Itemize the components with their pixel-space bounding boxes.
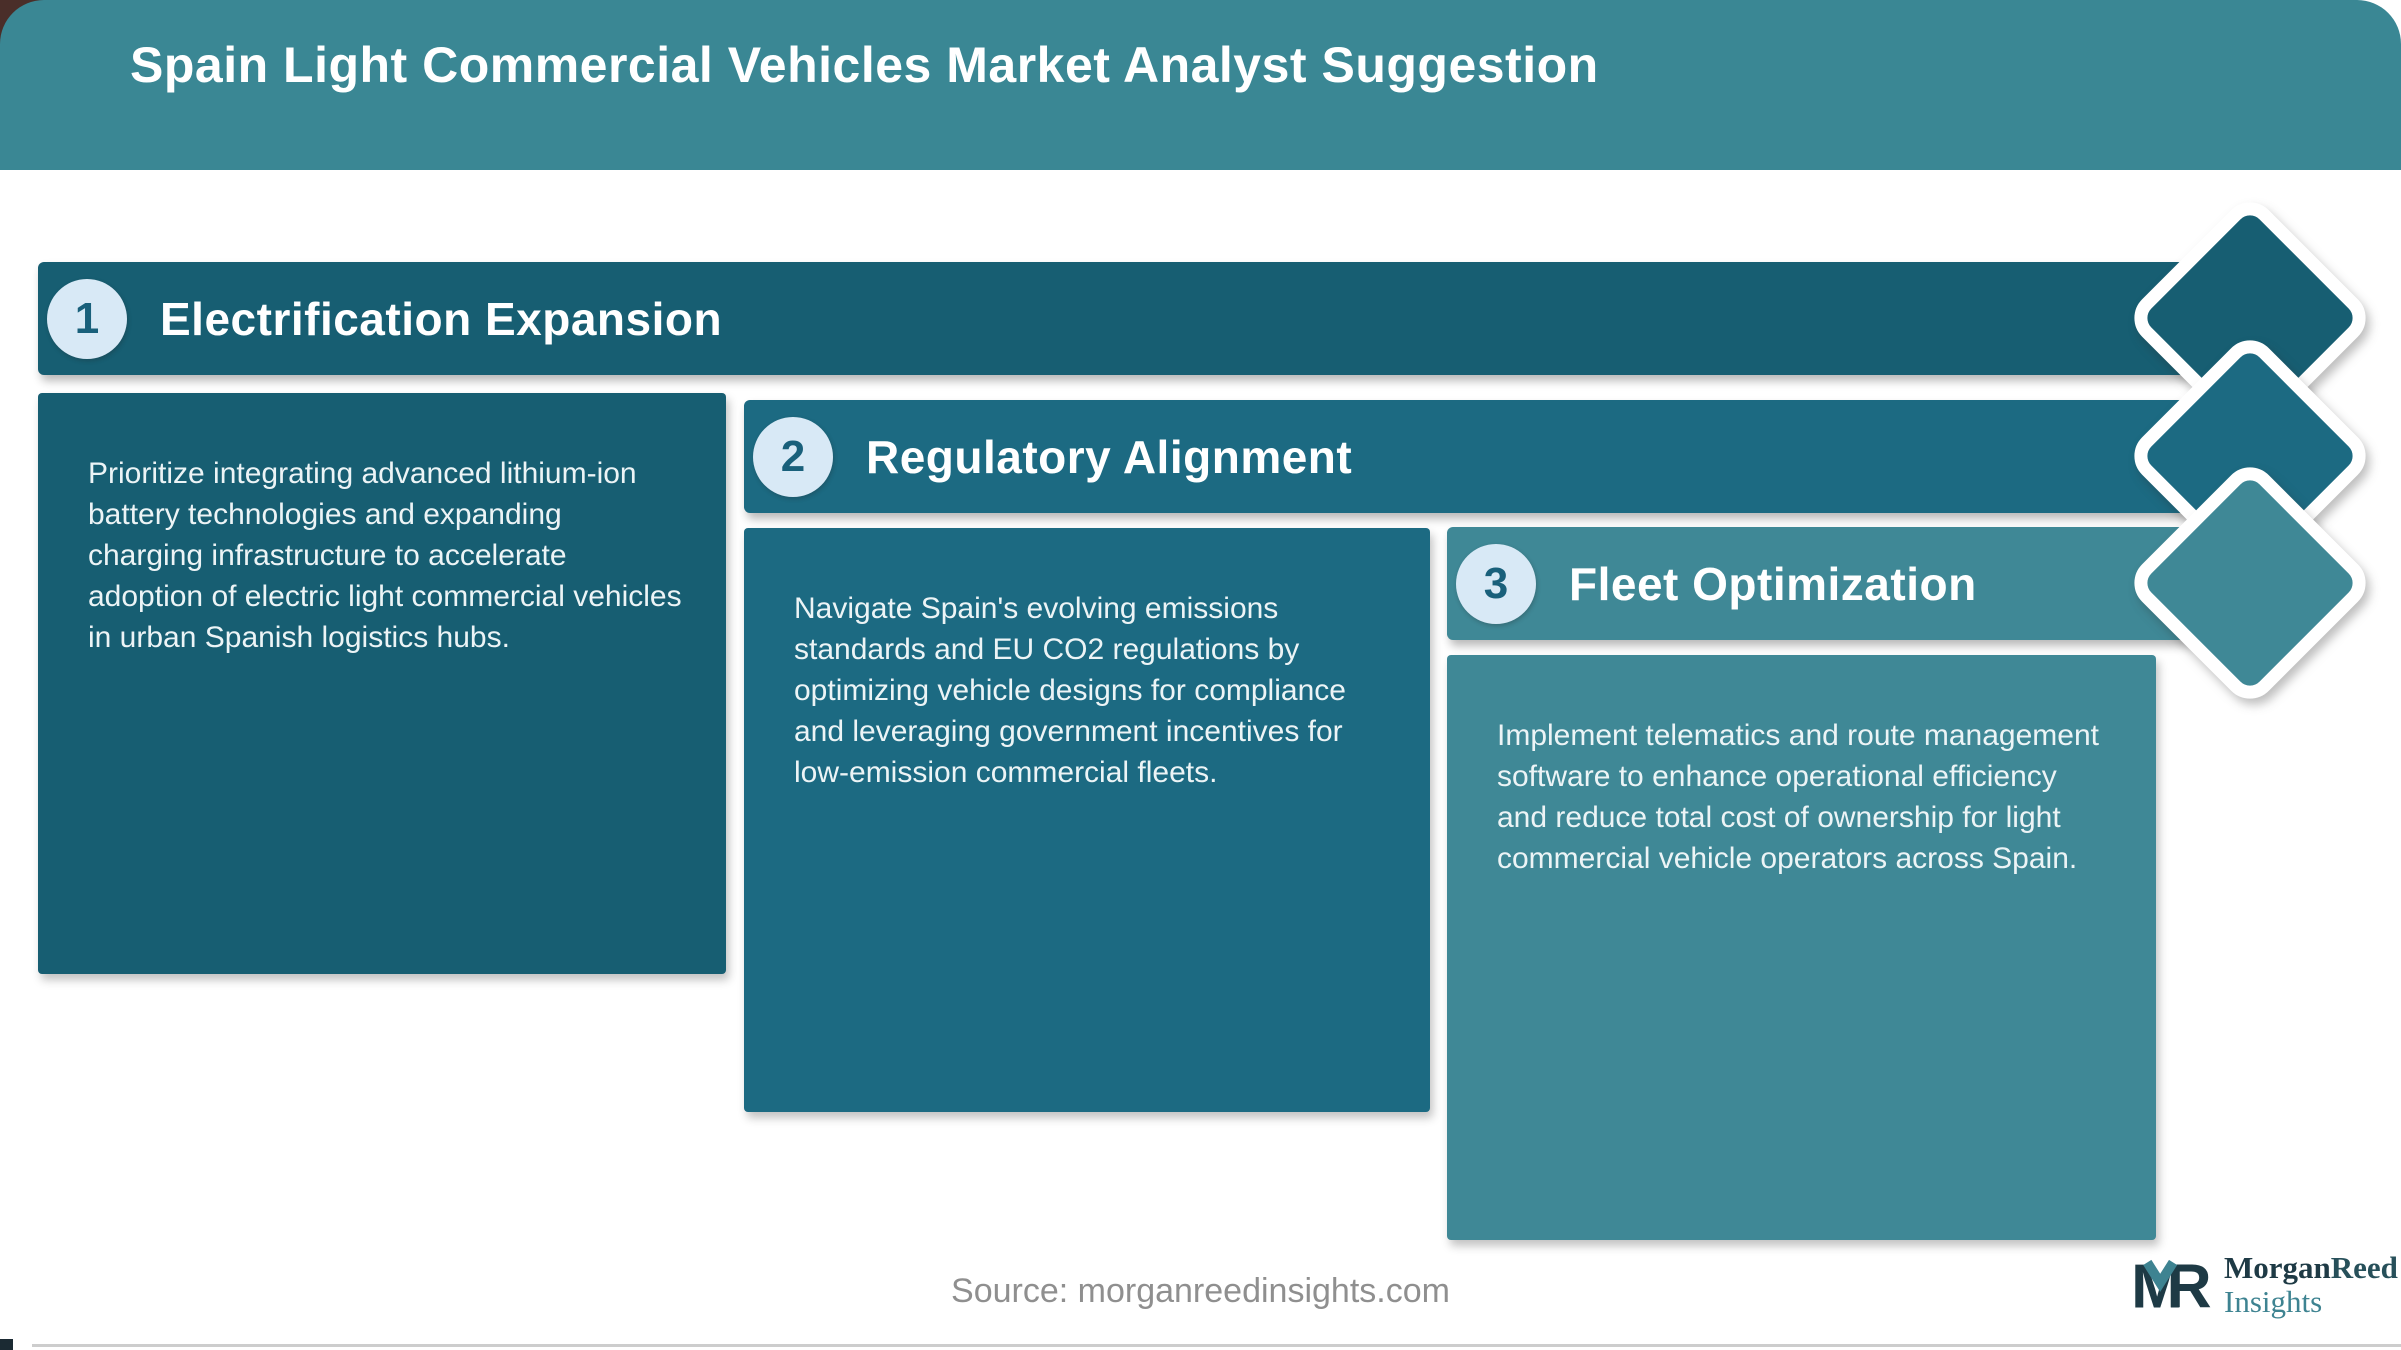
step-1-title: Electrification Expansion bbox=[160, 292, 723, 345]
header-bar: Spain Light Commercial Vehicles Market A… bbox=[0, 0, 2401, 170]
bottom-divider bbox=[32, 1344, 2401, 1347]
step-3-description-box: Implement telematics and route managemen… bbox=[1447, 655, 2156, 1240]
page-title: Spain Light Commercial Vehicles Market A… bbox=[130, 37, 1599, 93]
monogram-accent bbox=[2143, 1259, 2178, 1292]
step-1-description: Prioritize integrating advanced lithium-… bbox=[88, 457, 682, 654]
step-1-banner: 1 Electrification Expansion bbox=[38, 262, 2250, 375]
step-2-description-box: Navigate Spain's evolving emissions stan… bbox=[744, 528, 1430, 1112]
step-2-number-badge: 2 bbox=[753, 416, 833, 497]
step-3-number-badge: 3 bbox=[1456, 543, 1536, 624]
step-3-description: Implement telematics and route managemen… bbox=[1497, 719, 2099, 875]
step-2-banner: 2 Regulatory Alignment bbox=[744, 400, 2250, 513]
step-3-title: Fleet Optimization bbox=[1569, 557, 1977, 610]
logo-tagline: Insights bbox=[2224, 1284, 2323, 1319]
step-2-title: Regulatory Alignment bbox=[866, 430, 1353, 483]
logo-company-name: MorganReed bbox=[2224, 1252, 2398, 1283]
logo-name-bold: Morgan bbox=[2224, 1250, 2331, 1285]
arrow-head-icon bbox=[2134, 202, 2366, 434]
arrow-head-icon bbox=[2134, 340, 2366, 572]
step-2-description: Navigate Spain's evolving emissions stan… bbox=[794, 592, 1346, 789]
source-caption: Source: morganreedinsights.com bbox=[951, 1272, 1450, 1310]
logo-text: MorganReed Insights bbox=[2224, 1252, 2398, 1317]
arrow-head-shape bbox=[2134, 202, 2366, 434]
arrow-head-shape bbox=[2134, 467, 2366, 699]
logo-name-regular: Reed bbox=[2330, 1250, 2398, 1285]
arrow-head-icon bbox=[2134, 467, 2366, 699]
morganreed-logo: M R MorganReed Insights bbox=[2130, 1252, 2398, 1317]
step-1-number-badge: 1 bbox=[47, 278, 127, 359]
step-1-description-box: Prioritize integrating advanced lithium-… bbox=[38, 393, 726, 974]
step-3-banner: 3 Fleet Optimization bbox=[1447, 527, 2250, 640]
mr-monogram-icon: M R bbox=[2131, 1256, 2211, 1314]
bottom-left-mark bbox=[0, 1339, 13, 1350]
arrow-head-shape bbox=[2134, 340, 2366, 572]
